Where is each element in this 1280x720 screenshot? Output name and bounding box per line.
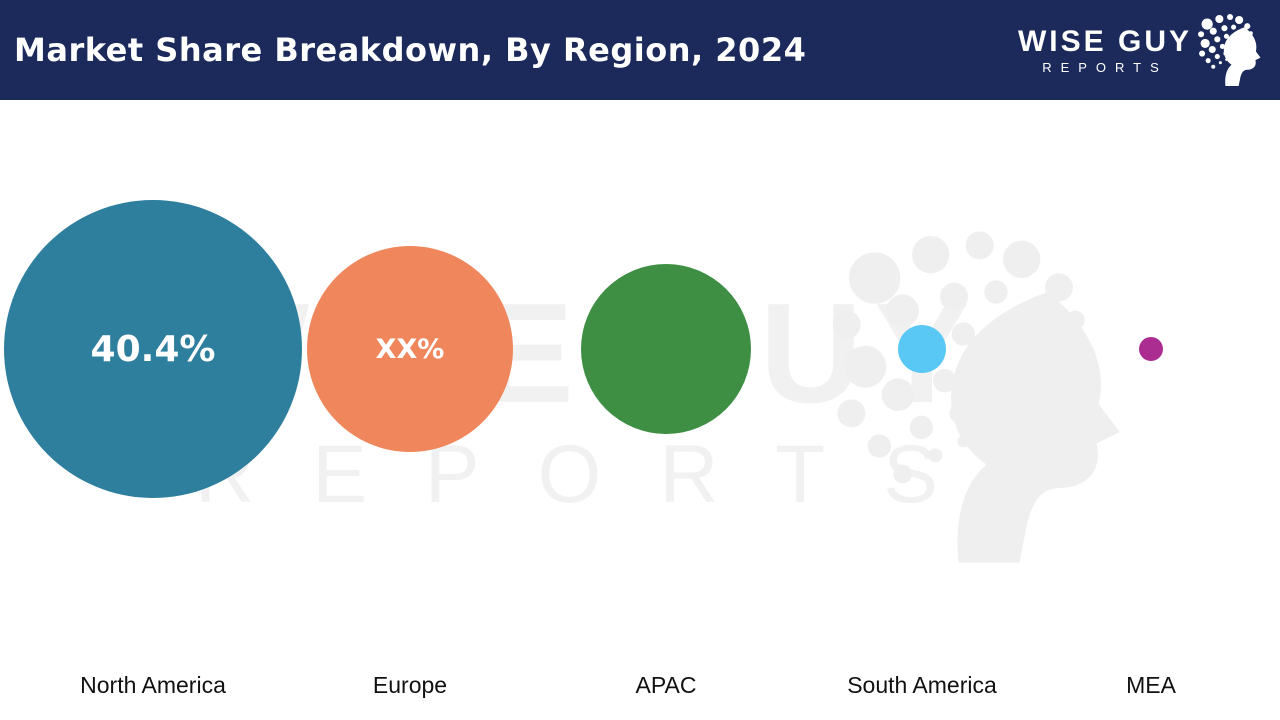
brand-head-icon [1198,13,1261,87]
brand-subtitle: REPORTS [1042,60,1168,75]
category-label-south-america: South America [847,672,997,698]
watermark-subtitle-text: REPORTS [195,429,996,520]
bubble-value-label: 40.4% [90,328,216,370]
bubble-europe: XX% [307,246,513,452]
bubble-value-label: XX% [375,333,445,365]
page-title: Market Share Breakdown, By Region, 2024 [14,31,807,69]
category-label-north-america: North America [80,672,226,698]
bubble-apac [581,264,751,434]
bubble-north-america: 40.4% [4,200,302,498]
watermark-head-icon [832,231,1120,563]
brand-text: WISE GUY REPORTS [1018,25,1192,75]
bubble-mea [1139,337,1163,361]
header: Market Share Breakdown, By Region, 2024 … [0,0,1280,100]
category-label-apac: APAC [635,672,697,698]
brand-logo: WISE GUY REPORTS [1018,10,1262,90]
bubble-south-america [898,325,946,373]
brand-name: WISE GUY [1017,25,1192,58]
category-label-europe: Europe [372,672,448,698]
category-label-mea: MEA [1126,672,1176,698]
